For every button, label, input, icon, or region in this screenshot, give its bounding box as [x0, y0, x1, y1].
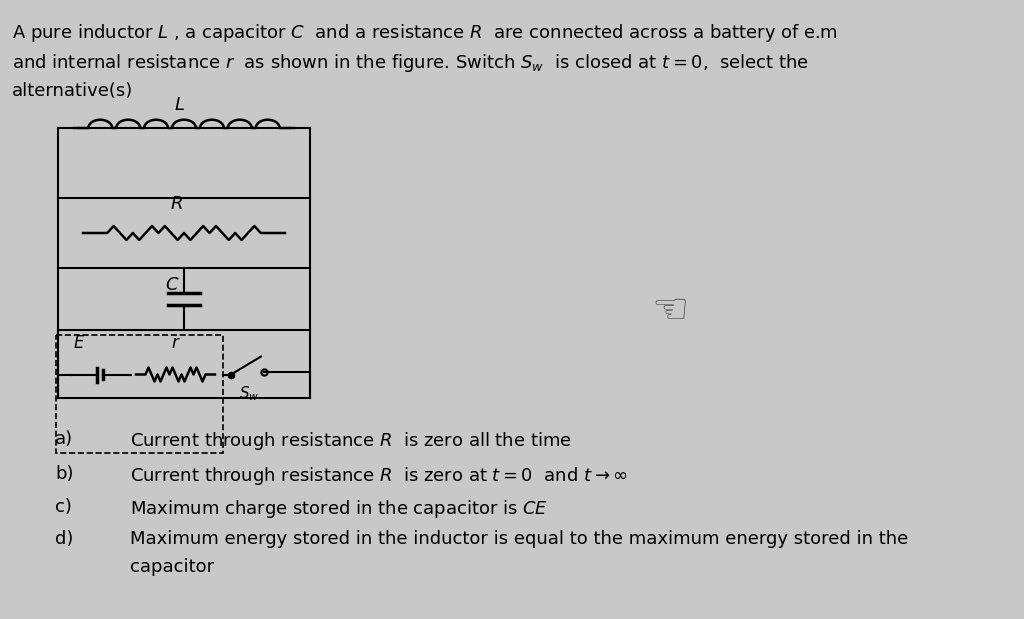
Text: $R$: $R$ — [170, 195, 182, 213]
Text: Current through resistance $R$  is zero all the time: Current through resistance $R$ is zero a… — [130, 430, 571, 452]
Text: Maximum energy stored in the inductor is equal to the maximum energy stored in t: Maximum energy stored in the inductor is… — [130, 530, 908, 548]
Text: $L$: $L$ — [173, 96, 184, 114]
Text: $r$: $r$ — [171, 334, 180, 352]
Text: $S_w$: $S_w$ — [239, 384, 259, 403]
Bar — [56, 335, 223, 453]
Text: Current through resistance $R$  is zero at $t = 0$  and $t \rightarrow \infty$: Current through resistance $R$ is zero a… — [130, 465, 628, 487]
Text: $C$: $C$ — [165, 276, 179, 294]
Text: ☜: ☜ — [651, 289, 689, 331]
Text: c): c) — [55, 498, 72, 516]
Text: a): a) — [55, 430, 73, 448]
Text: $E$: $E$ — [73, 334, 85, 352]
Text: b): b) — [55, 465, 74, 483]
Text: and internal resistance $r$  as shown in the figure. Switch $S_w$  is closed at : and internal resistance $r$ as shown in … — [12, 52, 809, 74]
Text: Maximum charge stored in the capacitor is $CE$: Maximum charge stored in the capacitor i… — [130, 498, 548, 520]
Text: A pure inductor $L$ , a capacitor $C$  and a resistance $R$  are connected acros: A pure inductor $L$ , a capacitor $C$ an… — [12, 22, 838, 44]
Text: d): d) — [55, 530, 74, 548]
Text: alternative(s): alternative(s) — [12, 82, 133, 100]
Text: capacitor: capacitor — [130, 558, 214, 576]
